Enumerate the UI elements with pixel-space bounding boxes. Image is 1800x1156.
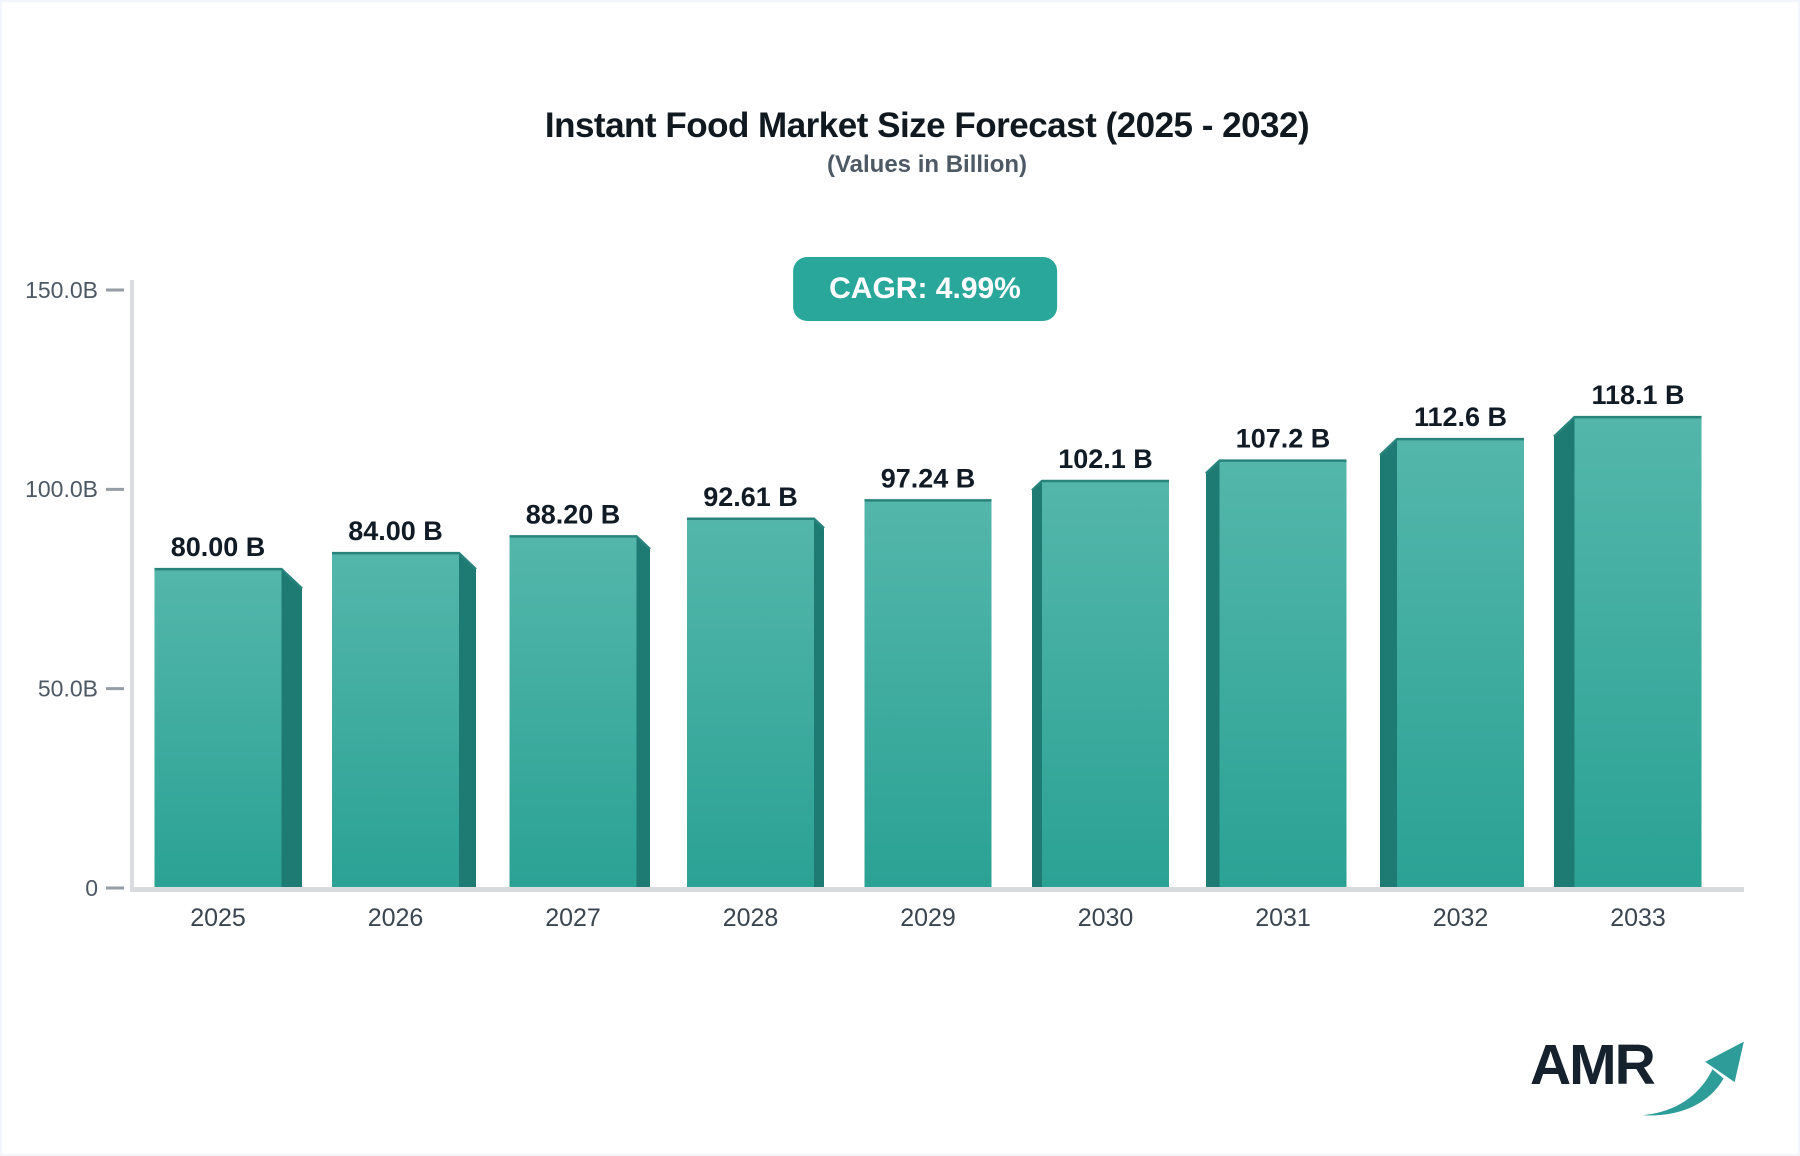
y-axis-tick-label: 100.0B (25, 476, 98, 502)
x-axis-label-2027: 2027 (545, 904, 601, 932)
bar-top-edge (509, 535, 651, 551)
x-axis-label-2029: 2029 (900, 904, 956, 932)
x-axis-label-2031: 2031 (1255, 904, 1311, 932)
y-axis-tick-label: 50.0B (38, 675, 98, 701)
bar-top-edge (154, 567, 303, 590)
chart-subtitle: (Values in Billion) (826, 151, 1028, 178)
bar-value-label: 97.24 B (881, 463, 976, 493)
bar-2025[interactable] (154, 569, 282, 888)
bar-side-3d[interactable] (636, 536, 651, 888)
bar-value-label: 84.00 B (348, 516, 443, 546)
bar-side-3d[interactable] (459, 553, 476, 888)
bar-top-edge (687, 517, 825, 530)
amr-logo-text: AMR (1530, 1033, 1656, 1097)
cagr-badge: CAGR: 4.99% (793, 257, 1057, 321)
amr-logo: AMR (1530, 1032, 1770, 1127)
bar-value-label: 80.00 B (171, 532, 266, 562)
bar-value-label: 92.61 B (703, 482, 798, 512)
bar-side-3d[interactable] (281, 569, 303, 888)
y-axis-line (130, 280, 134, 890)
x-axis-label-2030: 2030 (1078, 904, 1134, 932)
bar-value-label: 118.1 B (1591, 380, 1684, 410)
bar-2032[interactable] (1397, 439, 1524, 888)
bar-2030[interactable] (1042, 480, 1169, 888)
y-axis-tick-label: 150.0B (25, 277, 98, 303)
bar-side-3d[interactable] (1554, 417, 1575, 888)
growth-arrow-icon (1642, 1041, 1744, 1116)
bar-side-3d[interactable] (1032, 480, 1042, 888)
bar-2029[interactable] (864, 500, 992, 888)
x-axis-label-2026: 2026 (368, 904, 424, 932)
bar-top-edge (1031, 479, 1169, 492)
x-axis-label-2033: 2033 (1610, 904, 1666, 932)
bar-top-edge (1379, 437, 1524, 457)
bar-top-edge (1205, 459, 1347, 475)
page-title: Instant Food Market Size Forecast (2025 … (544, 106, 1310, 145)
x-axis-label-2025: 2025 (190, 904, 246, 932)
bar-2028[interactable] (687, 518, 814, 888)
bar-value-label: 102.1 B (1058, 444, 1153, 474)
bar-top-edge (332, 551, 477, 571)
x-axis-label-2032: 2032 (1433, 904, 1489, 932)
bar-2026[interactable] (332, 553, 459, 888)
bar-side-3d[interactable] (814, 518, 824, 888)
bar-2027[interactable] (509, 536, 637, 888)
y-axis-tick-label: 0 (85, 875, 98, 901)
x-axis-label-2028: 2028 (723, 904, 779, 932)
bar-2033[interactable] (1574, 417, 1702, 888)
x-axis-line (130, 887, 1744, 892)
bar-value-label: 107.2 B (1236, 424, 1331, 454)
bar-side-3d[interactable] (1206, 460, 1220, 888)
bar-2031[interactable] (1219, 460, 1347, 888)
bar-side-3d[interactable] (1380, 439, 1397, 888)
bar-top-edge (1553, 415, 1702, 438)
bar-value-label: 88.20 B (526, 499, 621, 529)
bar-value-label: 112.6 B (1414, 402, 1507, 432)
